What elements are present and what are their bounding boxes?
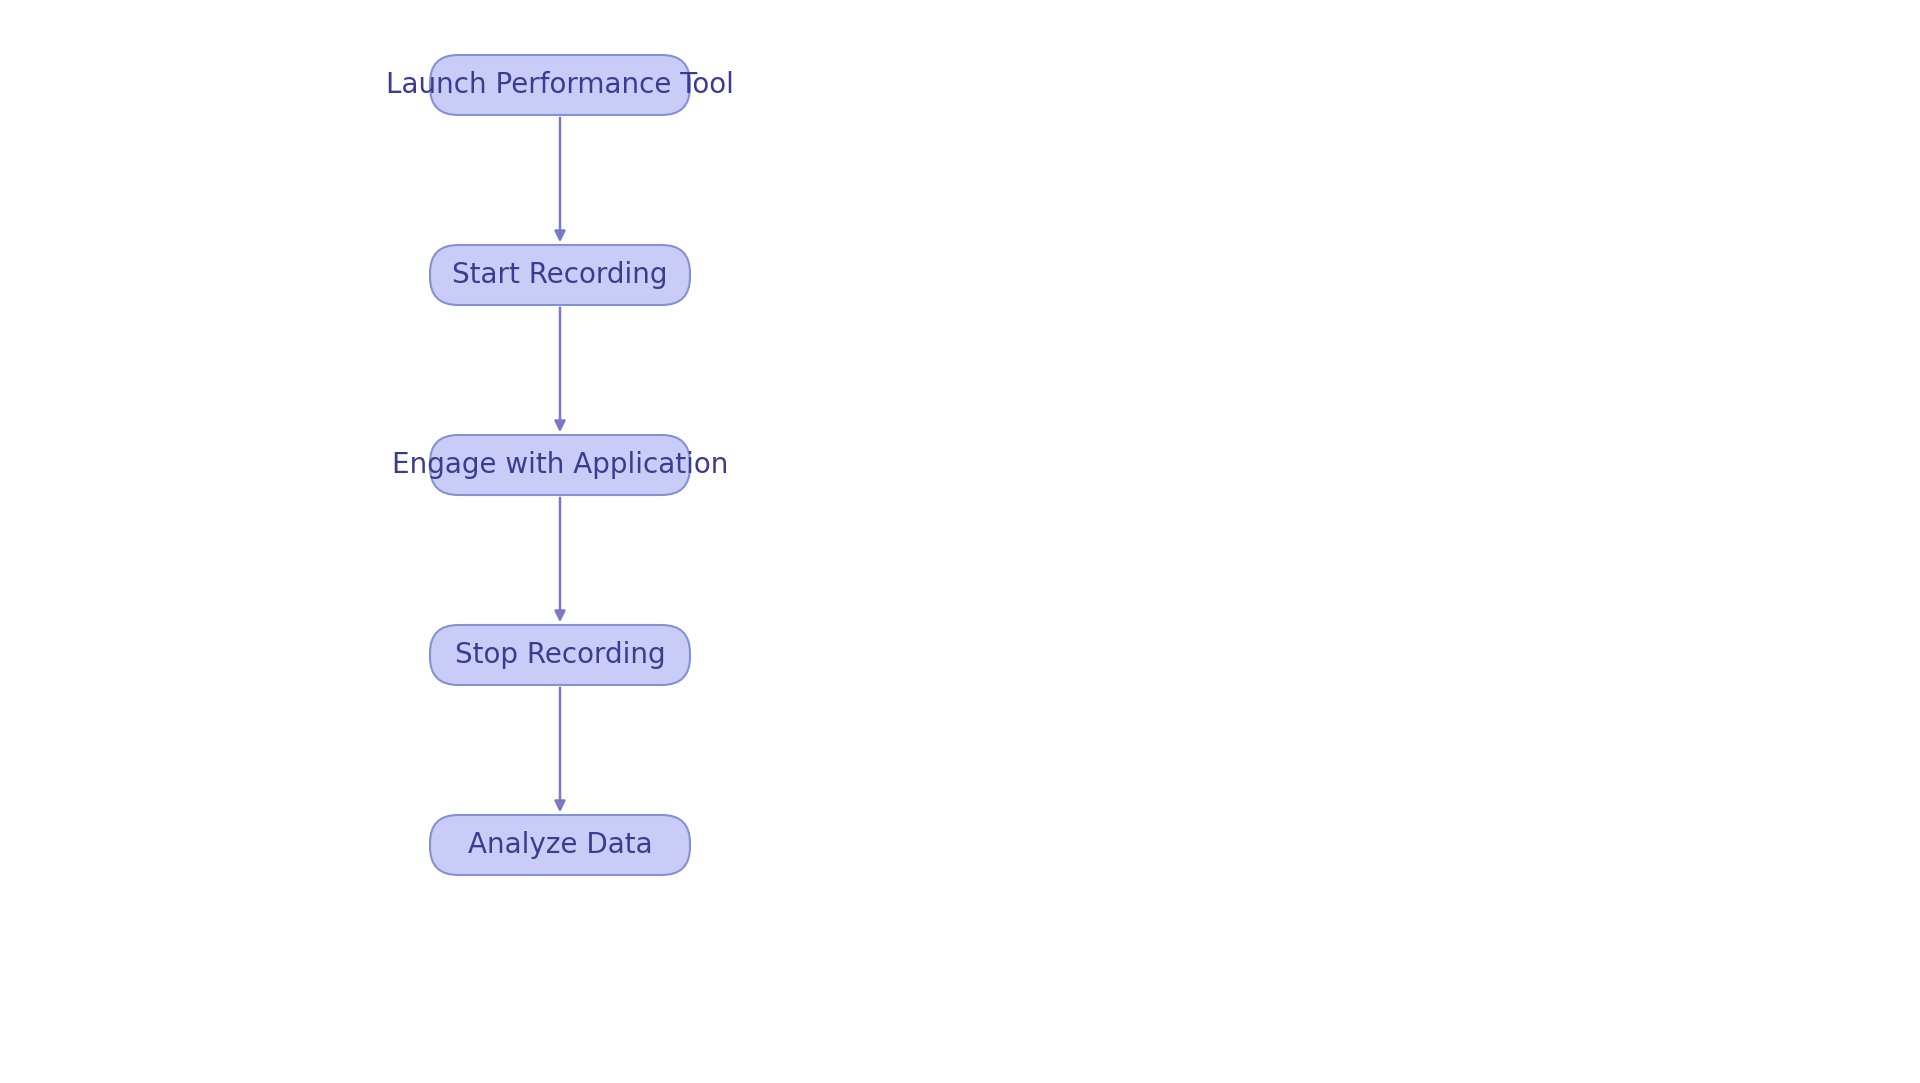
Text: Stop Recording: Stop Recording [455, 641, 666, 669]
FancyBboxPatch shape [430, 435, 689, 495]
Text: Analyze Data: Analyze Data [468, 831, 653, 859]
FancyBboxPatch shape [430, 245, 689, 305]
FancyBboxPatch shape [430, 815, 689, 875]
FancyBboxPatch shape [430, 625, 689, 686]
FancyBboxPatch shape [430, 55, 689, 115]
Text: Start Recording: Start Recording [453, 261, 668, 289]
Text: Launch Performance Tool: Launch Performance Tool [386, 71, 733, 99]
Text: Engage with Application: Engage with Application [392, 451, 728, 479]
